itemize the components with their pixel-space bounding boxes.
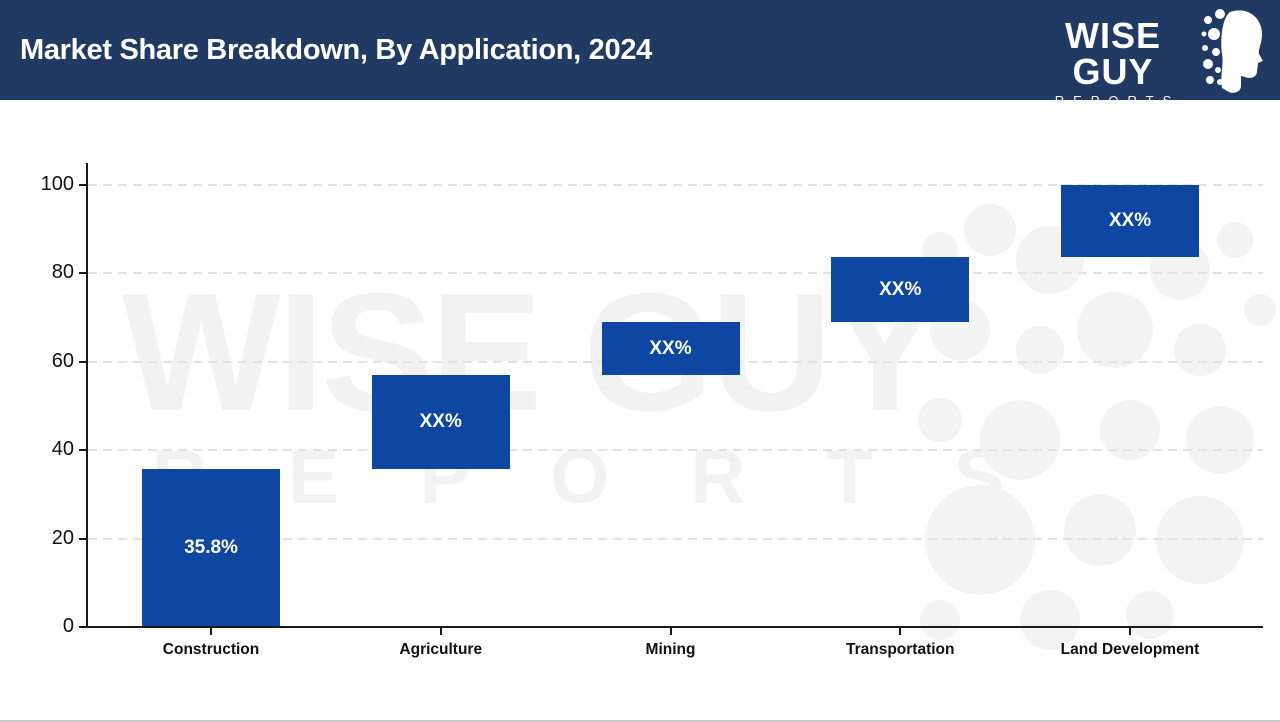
- brand-subname: REPORTS: [1054, 93, 1181, 108]
- y-tick-label: 20: [51, 526, 74, 549]
- bar-value-label: XX%: [1108, 210, 1152, 232]
- logo-head-icon: [1201, 9, 1263, 93]
- x-axis-label: Construction: [162, 641, 260, 658]
- page-title: Market Share Breakdown, By Application, …: [20, 33, 652, 66]
- bar-value-label: XX%: [879, 278, 922, 300]
- y-axis-line: [86, 163, 88, 628]
- brand-name: WISE GUY: [1064, 15, 1161, 92]
- brand-logo-text: WISE GUY REPORTS: [1026, 15, 1200, 109]
- y-tick-label: 40: [51, 438, 74, 461]
- y-tick-label: 0: [62, 615, 74, 637]
- y-axis-tick: [79, 537, 87, 540]
- x-axis-label: Land Development: [1060, 641, 1200, 658]
- bar-value-label: XX%: [649, 337, 692, 359]
- y-tick-label: 80: [51, 261, 74, 284]
- bar-segment: XX%: [601, 322, 740, 376]
- y-axis-tick: [79, 360, 87, 363]
- x-axis-tick: [210, 628, 212, 635]
- x-axis-label: Agriculture: [399, 641, 483, 658]
- y-axis-tick: [79, 449, 87, 452]
- x-axis-tick: [1129, 628, 1131, 635]
- y-tick-label: 60: [51, 349, 74, 372]
- x-axis-label: Mining: [645, 641, 696, 658]
- x-axis-label: Transportation: [845, 641, 955, 658]
- x-axis-tick: [439, 628, 442, 635]
- watermark-head-icon: [918, 204, 1276, 650]
- bar-segment: 35.8%: [142, 468, 280, 627]
- watermark-text-reports: R E P O R T S: [152, 435, 1035, 520]
- watermark-text: WISE GUY: [122, 258, 941, 446]
- x-axis-tick: [899, 628, 902, 635]
- grid-line: [88, 449, 1263, 452]
- grid-line: [88, 272, 1263, 275]
- bar-value-label: 35.8%: [184, 536, 238, 558]
- bar-segment: XX%: [831, 257, 970, 322]
- bar-segment: XX%: [371, 375, 510, 469]
- y-tick-label: 100: [40, 173, 74, 195]
- y-axis-tick: [79, 626, 87, 628]
- bar-segment: XX%: [1061, 185, 1199, 258]
- bar-value-label: XX%: [419, 410, 462, 432]
- y-axis-tick: [79, 272, 87, 275]
- grid-line: [88, 537, 1263, 540]
- report-header: Market Share Breakdown, By Application, …: [0, 0, 1280, 108]
- x-axis-tick: [669, 628, 672, 635]
- x-axis-line: [86, 626, 1263, 628]
- y-axis-tick: [79, 184, 87, 186]
- brand-logo: WISE GUY REPORTS: [1026, 0, 1266, 108]
- grid-line: [88, 184, 1263, 186]
